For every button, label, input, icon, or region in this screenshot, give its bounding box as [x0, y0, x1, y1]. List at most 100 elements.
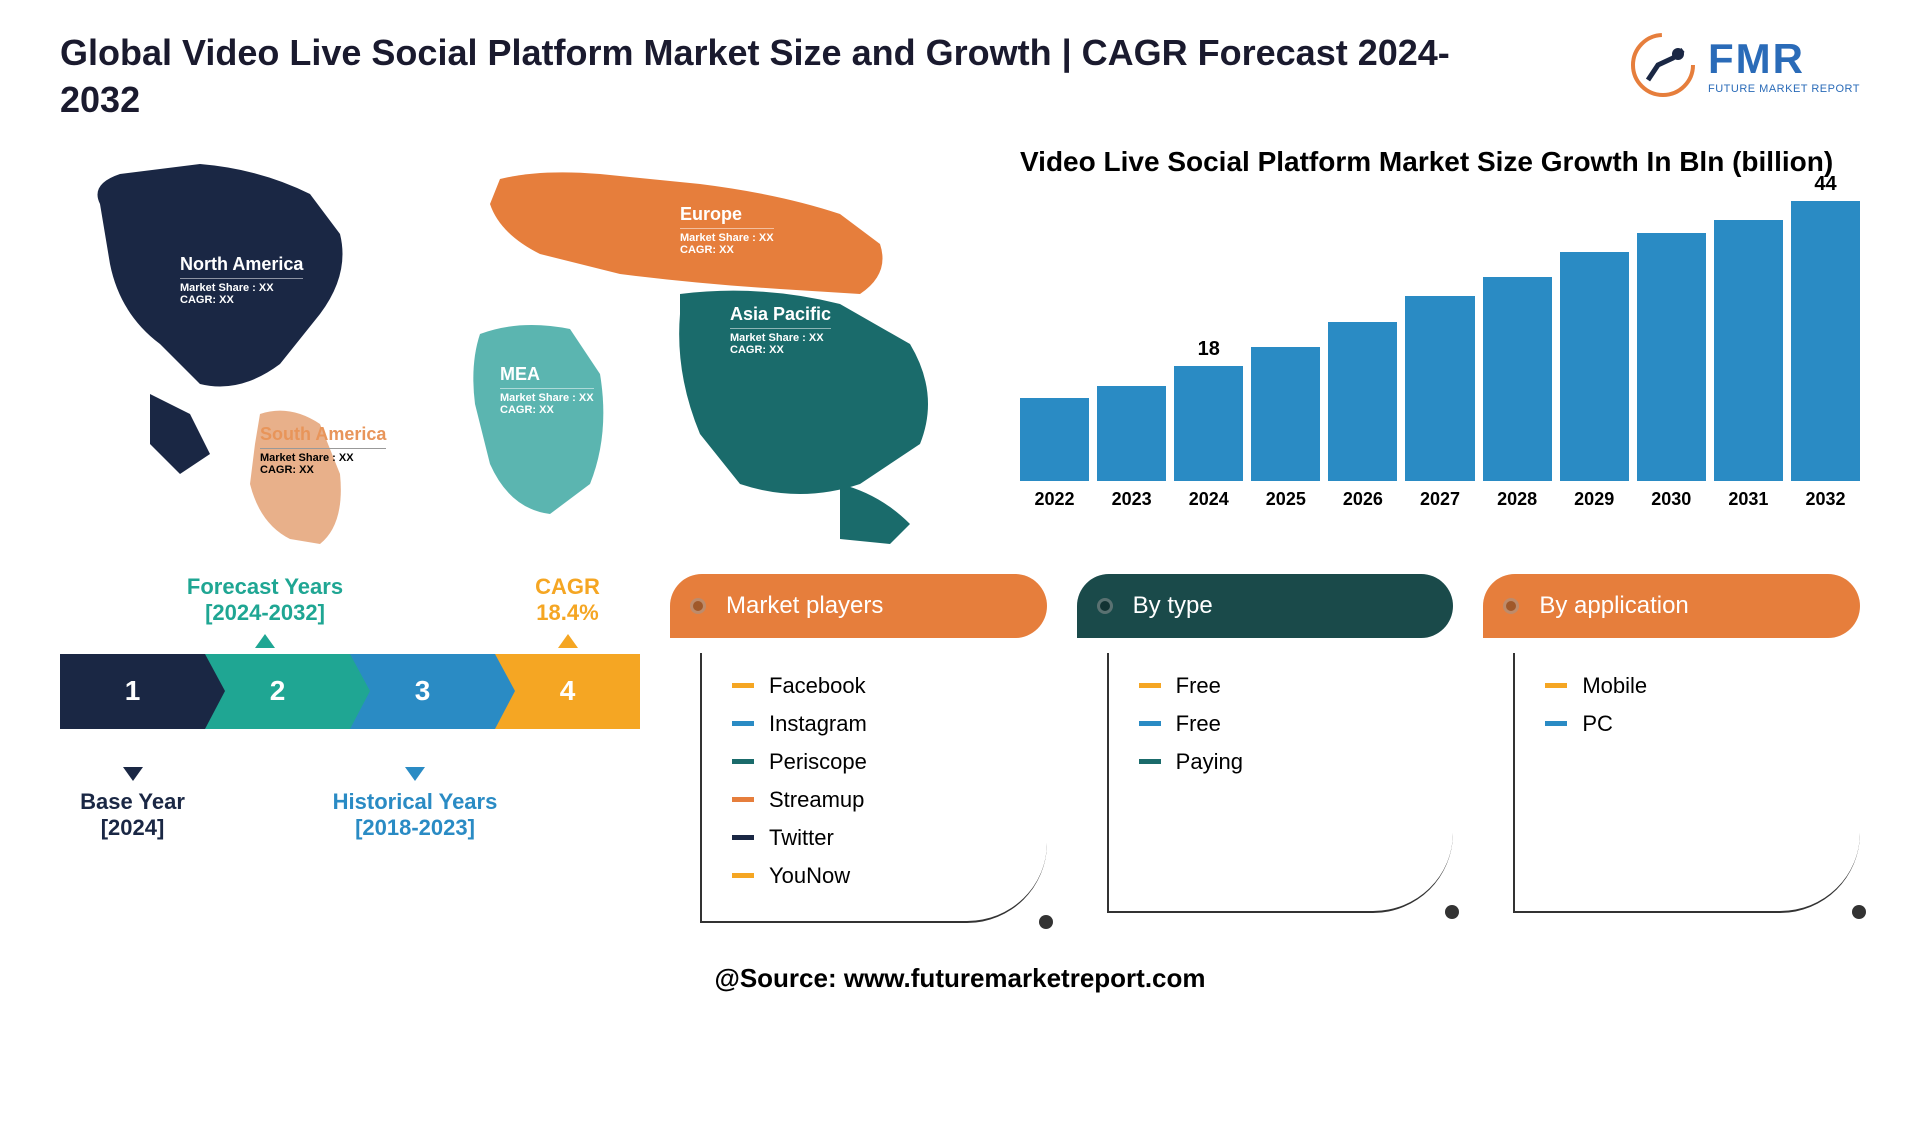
bar	[1483, 277, 1552, 481]
item-text: Periscope	[769, 749, 867, 775]
category-title: By type	[1133, 592, 1213, 620]
list-item: PC	[1545, 711, 1830, 737]
bar-year: 2030	[1651, 489, 1691, 510]
color-dash	[732, 797, 754, 802]
pill-dot-icon	[690, 598, 706, 614]
category-column: By type Free Free Paying	[1077, 574, 1454, 923]
pill-dot-icon	[1503, 598, 1519, 614]
bar-2022: 2022	[1020, 393, 1089, 510]
logo-icon	[1628, 30, 1698, 100]
list-item: Instagram	[732, 711, 1017, 737]
color-dash	[1139, 759, 1161, 764]
bar-2031: 2031	[1714, 215, 1783, 510]
category-pill: By type	[1077, 574, 1454, 638]
bar-2030: 2030	[1637, 228, 1706, 510]
timeline-seg-2: 2	[205, 654, 350, 729]
categories: Market players Facebook Instagram Perisc…	[670, 574, 1860, 923]
list-item: Streamup	[732, 787, 1017, 813]
category-pill: Market players	[670, 574, 1047, 638]
bar-2023: 2023	[1097, 381, 1166, 510]
list-item: YouNow	[732, 863, 1017, 889]
category-pill: By application	[1483, 574, 1860, 638]
list-item: Paying	[1139, 749, 1424, 775]
logo-text: FMR	[1708, 35, 1860, 83]
timeline-bar: 1 2 3 4	[60, 654, 640, 729]
bar	[1405, 296, 1474, 481]
bar-year: 2022	[1035, 489, 1075, 510]
bar	[1791, 201, 1860, 481]
category-list: Facebook Instagram Periscope Streamup Tw…	[700, 653, 1047, 923]
bar	[1714, 220, 1783, 481]
logo-subtitle: FUTURE MARKET REPORT	[1708, 83, 1860, 95]
item-text: Free	[1176, 711, 1221, 737]
region-sa: South America Market Share : XXCAGR: XX	[260, 424, 386, 476]
bar	[1328, 322, 1397, 481]
list-item: Periscope	[732, 749, 1017, 775]
bar	[1097, 386, 1166, 481]
color-dash	[1139, 721, 1161, 726]
timeline-seg-3: 3	[350, 654, 495, 729]
page-title: Global Video Live Social Platform Market…	[60, 30, 1460, 124]
item-text: PC	[1582, 711, 1613, 737]
region-eu: Europe Market Share : XXCAGR: XX	[680, 204, 774, 256]
list-item: Free	[1139, 711, 1424, 737]
bar-year: 2025	[1266, 489, 1306, 510]
color-dash	[1545, 683, 1567, 688]
category-column: By application Mobile PC	[1483, 574, 1860, 923]
item-text: YouNow	[769, 863, 850, 889]
region-mea: MEA Market Share : XXCAGR: XX	[500, 364, 594, 416]
region-na: North America Market Share : XXCAGR: XX	[180, 254, 303, 306]
item-text: Streamup	[769, 787, 864, 813]
timeline: Forecast Years [2024-2032] CAGR 18.4% 1 …	[60, 574, 640, 759]
bar-2024: 18 2024	[1174, 338, 1243, 510]
timeline-seg-1: 1	[60, 654, 205, 729]
pill-dot-icon	[1097, 598, 1113, 614]
bar-year: 2024	[1189, 489, 1229, 510]
color-dash	[732, 759, 754, 764]
item-text: Facebook	[769, 673, 866, 699]
color-dash	[732, 683, 754, 688]
bar	[1174, 366, 1243, 481]
world-map: North America Market Share : XXCAGR: XX …	[60, 144, 980, 544]
bar-2032: 44 2032	[1791, 173, 1860, 510]
historical-label: Historical Years [2018-2023]	[315, 759, 515, 841]
cagr-label: CAGR 18.4%	[495, 574, 640, 656]
color-dash	[1545, 721, 1567, 726]
bar	[1020, 398, 1089, 481]
category-title: Market players	[726, 592, 883, 620]
item-text: Free	[1176, 673, 1221, 699]
bar-value: 18	[1198, 338, 1220, 361]
list-item: Twitter	[732, 825, 1017, 851]
item-text: Mobile	[1582, 673, 1647, 699]
bar-year: 2027	[1420, 489, 1460, 510]
base-year-label: Base Year [2024]	[60, 759, 205, 841]
category-title: By application	[1539, 592, 1688, 620]
bar-chart: 2022 202318 2024 2025 2026 2027 2028 202…	[1020, 190, 1860, 510]
region-ap: Asia Pacific Market Share : XXCAGR: XX	[730, 304, 831, 356]
bar-2029: 2029	[1560, 247, 1629, 510]
bar-year: 2028	[1497, 489, 1537, 510]
source-attribution: @Source: www.futuremarketreport.com	[60, 963, 1860, 994]
bar	[1637, 233, 1706, 481]
category-column: Market players Facebook Instagram Perisc…	[670, 574, 1047, 923]
map-svg	[60, 144, 980, 544]
item-text: Twitter	[769, 825, 834, 851]
timeline-seg-4: 4	[495, 654, 640, 729]
category-list: Mobile PC	[1513, 653, 1860, 913]
list-item: Free	[1139, 673, 1424, 699]
color-dash	[732, 835, 754, 840]
chart-title: Video Live Social Platform Market Size G…	[1020, 144, 1860, 180]
bar-year: 2031	[1728, 489, 1768, 510]
bar-2027: 2027	[1405, 291, 1474, 510]
bar-year: 2032	[1805, 489, 1845, 510]
item-text: Paying	[1176, 749, 1243, 775]
bar-2025: 2025	[1251, 342, 1320, 510]
list-item: Facebook	[732, 673, 1017, 699]
bar-year: 2029	[1574, 489, 1614, 510]
bar	[1560, 252, 1629, 481]
bar	[1251, 347, 1320, 481]
list-item: Mobile	[1545, 673, 1830, 699]
color-dash	[732, 721, 754, 726]
bar-year: 2026	[1343, 489, 1383, 510]
logo: FMR FUTURE MARKET REPORT	[1628, 30, 1860, 100]
